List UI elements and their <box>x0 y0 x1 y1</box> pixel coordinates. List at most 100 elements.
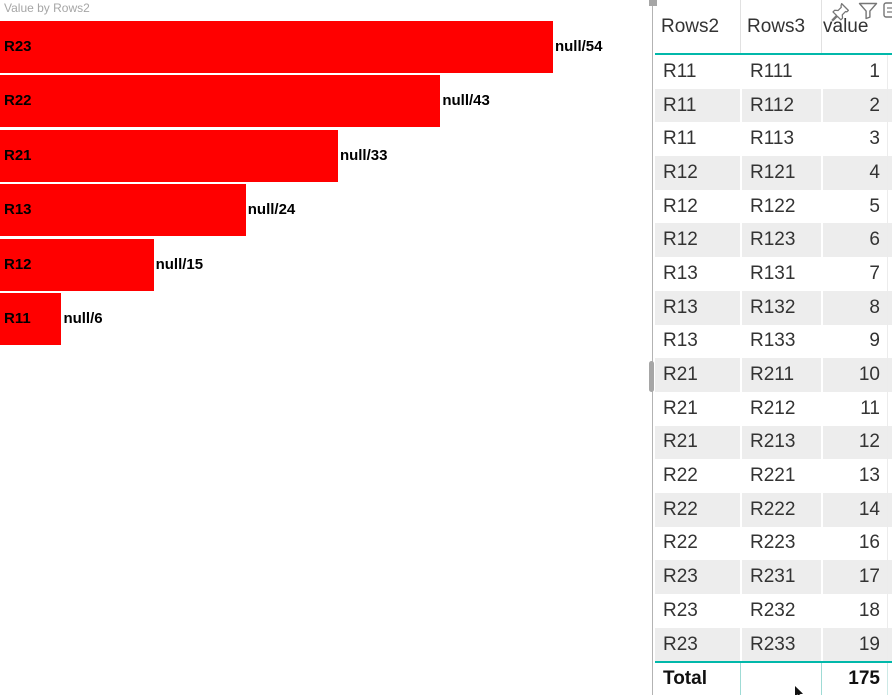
bar-value-label: null/43 <box>442 92 490 110</box>
total-value: 175 <box>821 663 888 695</box>
cell-value: 19 <box>821 627 888 662</box>
table-row[interactable]: R11 R111 1 <box>655 55 892 89</box>
bar-category-label: R22 <box>4 92 32 110</box>
cell-value: 18 <box>821 594 888 628</box>
cell-rows3: R232 <box>740 594 821 628</box>
total-spacer <box>740 663 821 695</box>
cell-value: 2 <box>821 88 888 123</box>
cell-rows3: R132 <box>740 290 821 325</box>
cell-rows2: R13 <box>663 296 698 318</box>
cell-rows2: R12 <box>663 195 698 217</box>
table-row[interactable]: R13 R132 8 <box>655 290 892 325</box>
cell-rows2: R21 <box>663 364 698 386</box>
cell-value: 8 <box>821 290 888 325</box>
cell-rows2: R23 <box>663 599 698 621</box>
bar-r12[interactable] <box>0 238 154 291</box>
bar-chart-visual: Value by Rows2 R23 null/54 R22 null/43 R21 nu… <box>0 1 648 381</box>
cell-value: 14 <box>821 492 888 527</box>
table-row[interactable]: R21 R213 12 <box>655 425 892 460</box>
column-header-rows2[interactable]: Rows2 <box>661 15 720 37</box>
table-row[interactable]: R22 R222 14 <box>655 492 892 527</box>
cell-rows2: R11 <box>663 94 697 116</box>
cell-value: 4 <box>821 156 888 190</box>
cell-value: 12 <box>821 425 888 460</box>
cell-value: 7 <box>821 257 888 291</box>
cell-rows2: R12 <box>663 161 698 183</box>
column-header-rows3[interactable]: Rows3 <box>740 0 821 53</box>
table-row[interactable]: R23 R231 17 <box>655 560 892 594</box>
cell-value: 16 <box>821 526 888 561</box>
table-row[interactable]: R11 R112 2 <box>655 88 892 123</box>
cell-rows2: R13 <box>663 262 698 284</box>
bar-row: R22 null/43 <box>0 75 648 128</box>
cell-rows2: R12 <box>663 229 698 251</box>
pin-icon[interactable] <box>829 2 851 22</box>
table-row[interactable]: R21 R212 11 <box>655 391 892 426</box>
cell-rows3: R233 <box>740 627 821 662</box>
cell-rows3: R211 <box>740 358 821 392</box>
table-row[interactable]: R13 R131 7 <box>655 257 892 291</box>
bar-value-label: null/33 <box>339 146 388 164</box>
scrollbar-thumb[interactable] <box>649 361 654 392</box>
bar-r13[interactable] <box>0 184 246 237</box>
cell-value: 5 <box>821 189 888 224</box>
cell-value: 17 <box>821 560 888 594</box>
total-label: Total <box>663 668 707 690</box>
cell-rows3: R112 <box>740 88 821 123</box>
chart-title: Value by Rows2 <box>4 1 90 15</box>
cell-value: 9 <box>821 324 888 359</box>
filter-icon[interactable] <box>858 2 878 20</box>
cell-value: 13 <box>821 459 888 493</box>
table-row[interactable]: R21 R211 10 <box>655 358 892 392</box>
bar-value-label: null/54 <box>554 38 603 55</box>
table-row[interactable]: R23 R233 19 <box>655 627 892 662</box>
column-header-value[interactable]: value <box>821 0 888 53</box>
mouse-cursor <box>795 686 803 695</box>
cell-value: 6 <box>821 223 888 258</box>
bar-category-label: R23 <box>4 38 32 55</box>
cell-rows3: R123 <box>740 223 821 258</box>
data-table: Rows2 Rows3 value R11 R111 1 R11 R112 2 R11 R113 3… <box>655 0 892 695</box>
cell-rows3: R121 <box>740 156 821 190</box>
table-row[interactable]: R12 R121 4 <box>655 156 892 190</box>
bar-r11[interactable] <box>0 293 62 345</box>
bar-row: R12 null/15 <box>0 238 648 291</box>
cell-rows3: R113 <box>740 122 821 157</box>
cell-rows2: R11 <box>663 60 697 82</box>
cell-rows3: R131 <box>740 257 821 291</box>
resize-handle-top-left[interactable] <box>649 0 657 6</box>
cell-rows3: R111 <box>740 55 821 89</box>
cell-rows2: R23 <box>663 633 698 655</box>
table-total-row[interactable]: Total 175 <box>655 661 892 695</box>
table-visual[interactable]: Rows2 Rows3 value R11 R111 1 R11 R112 2 R11 R113 3… <box>649 0 892 695</box>
bar-row: R23 null/54 <box>0 21 648 73</box>
table-row[interactable]: R12 R123 6 <box>655 223 892 258</box>
cell-rows2: R23 <box>663 566 698 588</box>
cell-rows2: R13 <box>663 330 698 352</box>
bar-row: R11 null/6 <box>0 293 648 345</box>
cell-rows3: R213 <box>740 425 821 460</box>
cell-rows2: R22 <box>663 498 698 520</box>
table-row[interactable]: R22 R223 16 <box>655 526 892 561</box>
bar-r22[interactable] <box>0 75 441 128</box>
bar-row: R21 null/33 <box>0 129 648 182</box>
cell-rows2: R22 <box>663 532 698 554</box>
cell-rows3: R221 <box>740 459 821 493</box>
table-row[interactable]: R22 R221 13 <box>655 459 892 493</box>
table-row[interactable]: R13 R133 9 <box>655 324 892 359</box>
bar-row: R13 null/24 <box>0 184 648 237</box>
bar-value-label: null/24 <box>247 201 296 219</box>
cell-rows3: R231 <box>740 560 821 594</box>
cell-rows3: R212 <box>740 391 821 426</box>
bar-r21[interactable] <box>0 129 338 182</box>
cell-rows2: R11 <box>663 128 697 150</box>
cell-rows2: R21 <box>663 397 698 419</box>
table-row[interactable]: R12 R122 5 <box>655 189 892 224</box>
bar-plot-area: R23 null/54 R22 null/43 R21 null/33 R13 null/24… <box>0 21 648 381</box>
table-row[interactable]: R23 R232 18 <box>655 594 892 628</box>
cell-rows2: R22 <box>663 465 698 487</box>
table-row[interactable]: R11 R113 3 <box>655 122 892 157</box>
bar-r23[interactable] <box>0 21 553 73</box>
cell-value: 10 <box>821 358 888 392</box>
